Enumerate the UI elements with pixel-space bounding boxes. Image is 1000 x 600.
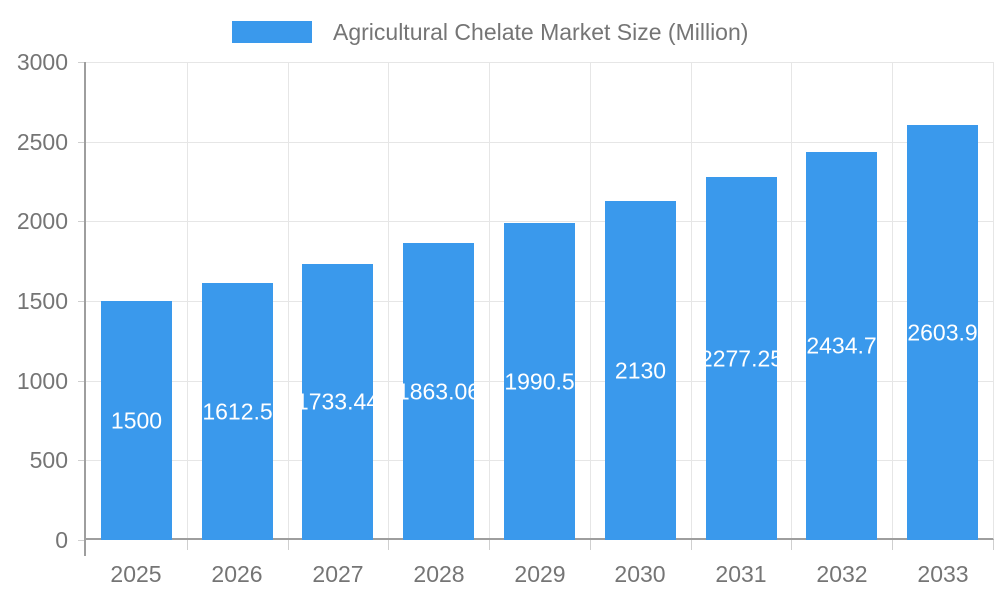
x-axis-tick <box>691 540 692 550</box>
gridline-vertical <box>187 62 188 540</box>
gridline-horizontal <box>86 221 993 222</box>
x-axis-tick <box>489 540 490 550</box>
bar[interactable]: 1612.5 <box>202 283 273 540</box>
y-axis-tick <box>78 460 86 461</box>
y-axis-label: 3000 <box>16 49 68 75</box>
bar[interactable]: 1733.44 <box>302 264 373 540</box>
x-axis-tick <box>993 540 994 550</box>
bar-value-label: 1612.5 <box>202 398 273 424</box>
y-axis-label: 1500 <box>16 288 68 314</box>
gridline-vertical <box>590 62 591 540</box>
bar[interactable]: 1500 <box>101 301 172 540</box>
gridline-vertical <box>791 62 792 540</box>
bar[interactable]: 2130 <box>605 201 676 540</box>
x-axis-label: 2030 <box>614 561 666 587</box>
x-axis-label: 2026 <box>211 561 263 587</box>
bar[interactable]: 1863.06 <box>403 243 474 540</box>
bar-value-label: 1500 <box>110 407 163 433</box>
y-axis-label: 1000 <box>16 368 68 394</box>
bar-value-label: 1990.5 <box>504 368 575 394</box>
y-axis-tick <box>78 381 86 382</box>
bar-value-label: 2603.9 <box>907 319 978 345</box>
y-axis-label: 2500 <box>16 129 68 155</box>
bar[interactable]: 2277.25 <box>706 177 777 540</box>
y-axis-label: 500 <box>29 447 68 473</box>
gridline-vertical <box>691 62 692 540</box>
x-axis-tick <box>84 540 86 556</box>
bar-value-label: 1863.06 <box>403 378 474 404</box>
y-axis-tick <box>78 221 86 222</box>
bar-value-label: 1733.44 <box>302 388 373 415</box>
legend-label: Agricultural Chelate Market Size (Millio… <box>333 19 749 45</box>
chart-legend[interactable]: Agricultural Chelate Market Size (Millio… <box>0 0 1000 56</box>
legend-swatch <box>232 21 312 43</box>
x-axis-tick <box>791 540 792 550</box>
y-axis-tick <box>78 142 86 143</box>
gridline-horizontal <box>86 142 993 143</box>
y-axis-tick <box>78 301 86 302</box>
x-axis-tick <box>590 540 591 550</box>
y-axis-label: 0 <box>55 527 68 553</box>
bar[interactable]: 2603.9 <box>907 125 978 540</box>
x-axis-label: 2028 <box>413 561 465 587</box>
x-axis-tick <box>892 540 893 550</box>
bar[interactable]: 1990.5 <box>504 223 575 540</box>
x-axis-label: 2025 <box>110 561 162 587</box>
x-axis-tick <box>388 540 389 550</box>
y-axis-tick <box>78 62 86 63</box>
y-axis-label: 2000 <box>16 208 68 234</box>
gridline-vertical <box>892 62 893 540</box>
x-axis-label: 2029 <box>514 561 566 587</box>
gridline-vertical <box>388 62 389 540</box>
x-axis-label: 2033 <box>917 561 969 587</box>
gridline-vertical <box>489 62 490 540</box>
x-axis-label: 2027 <box>312 561 364 587</box>
bar-value-label: 2434.7 <box>806 332 877 359</box>
gridline-vertical <box>288 62 289 540</box>
x-axis-tick <box>187 540 188 550</box>
x-axis-tick <box>288 540 289 550</box>
x-axis-label: 2031 <box>715 561 767 587</box>
bar-value-label: 2130 <box>614 357 667 383</box>
bar-value-label: 2277.25 <box>706 345 777 371</box>
gridline-horizontal <box>86 62 993 63</box>
y-axis-tick <box>78 540 86 541</box>
x-axis-label: 2032 <box>816 561 868 587</box>
bar[interactable]: 2434.7 <box>806 152 877 540</box>
